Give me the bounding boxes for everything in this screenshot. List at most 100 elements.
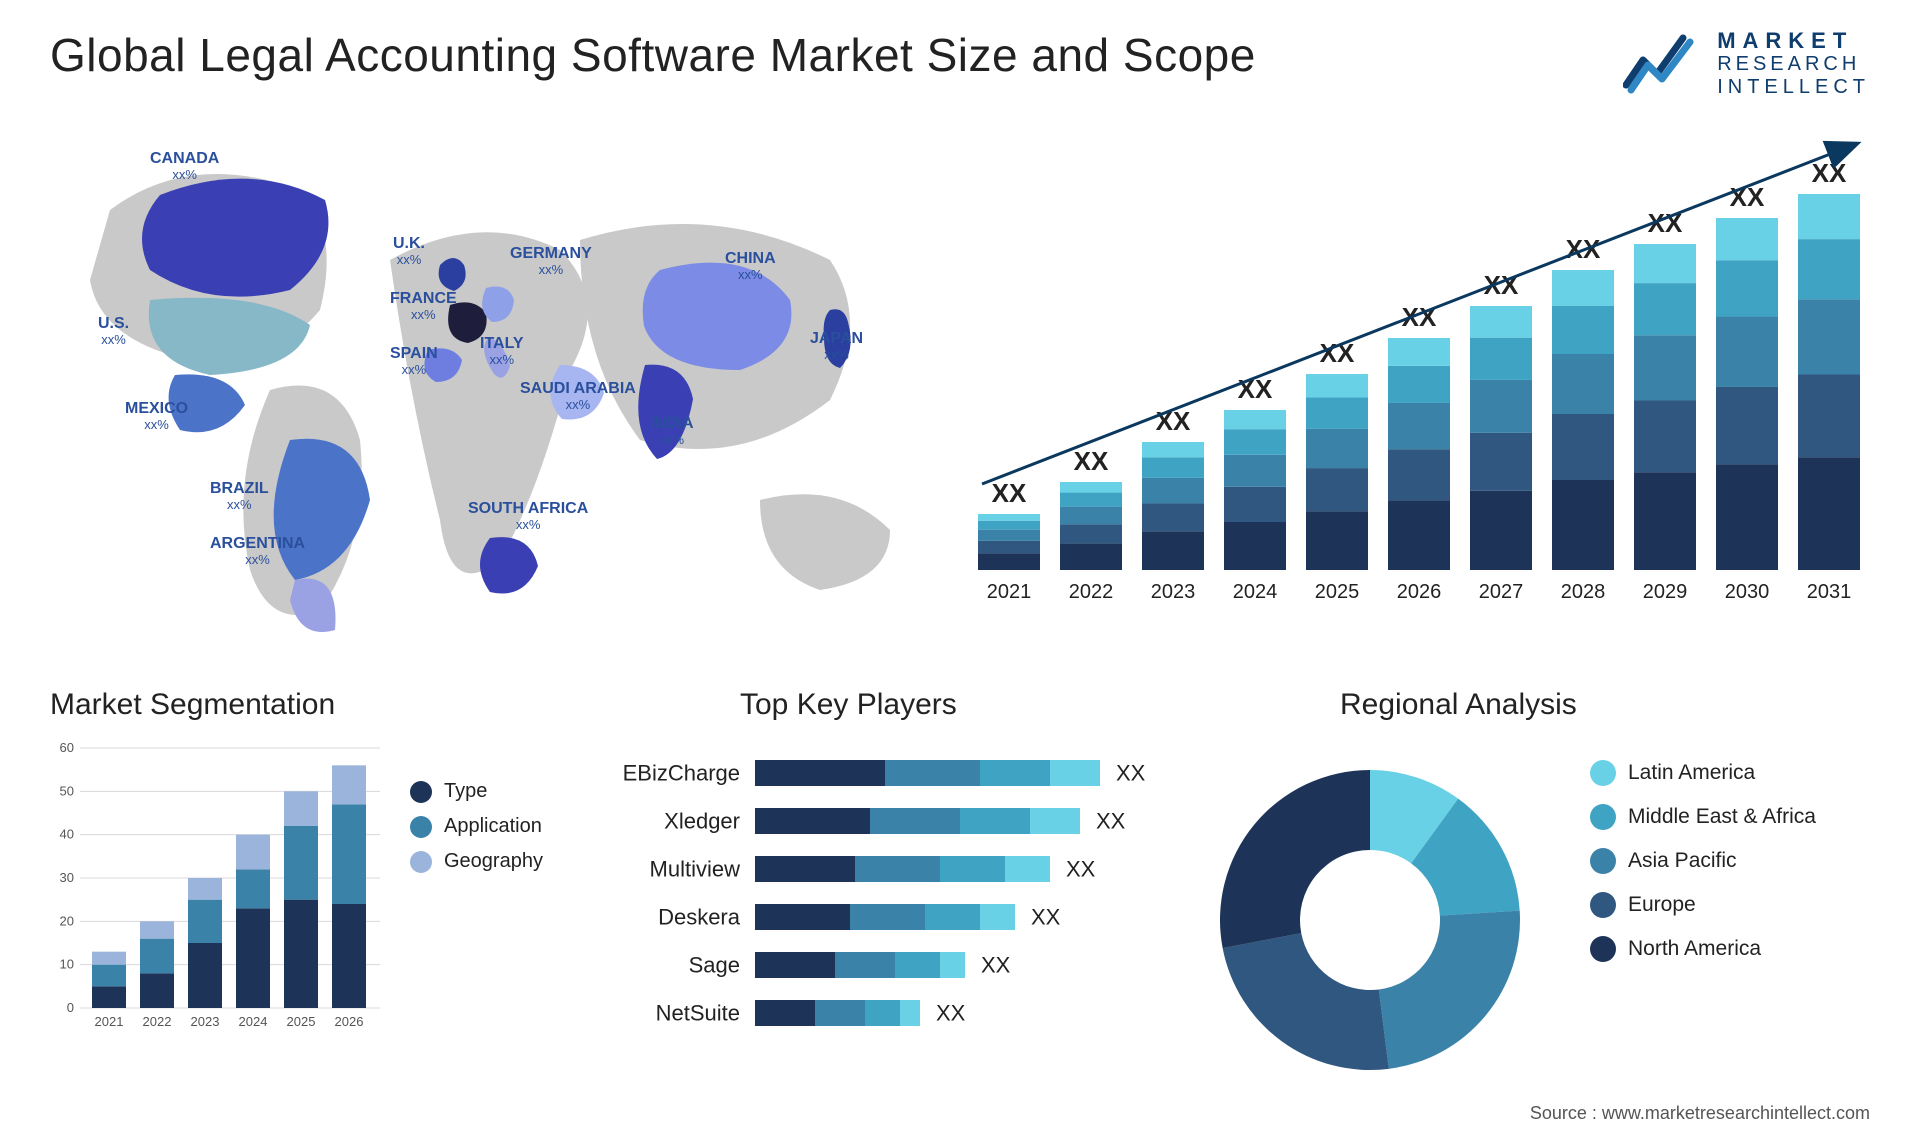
forecast-bar [1798, 239, 1860, 299]
logo-text-1: MARKET [1717, 28, 1870, 53]
forecast-bar [1470, 380, 1532, 433]
forecast-bar [1470, 306, 1532, 338]
forecast-year-label: 2027 [1479, 581, 1524, 603]
forecast-year-label: 2022 [1069, 581, 1114, 603]
forecast-bar [1470, 338, 1532, 380]
segmentation-chart: 0102030405060202120222023202420252026 Ty… [50, 740, 550, 1070]
regional-legend: Latin AmericaMiddle East & AfricaAsia Pa… [1590, 760, 1816, 980]
forecast-bar [1470, 433, 1532, 491]
player-name: Deskera [658, 904, 741, 929]
forecast-bar [1552, 306, 1614, 354]
forecast-bar-label: XX [1402, 302, 1437, 332]
forecast-bar [1634, 244, 1696, 283]
player-bar-segment [865, 1000, 900, 1026]
player-bar-segment [755, 1000, 815, 1026]
player-bar-segment [895, 952, 940, 978]
forecast-bar [1142, 532, 1204, 570]
player-bar-segment [755, 856, 855, 882]
header: Global Legal Accounting Software Market … [50, 28, 1870, 99]
forecast-bar-label: XX [992, 478, 1027, 508]
forecast-bar-label: XX [1074, 446, 1109, 476]
regional-title: Regional Analysis [1340, 688, 1577, 722]
players-chart: EBizChargeXXXledgerXXMultiviewXXDeskeraX… [590, 740, 1150, 1070]
forecast-bar [1716, 260, 1778, 316]
segmentation-year-label: 2024 [239, 1014, 268, 1029]
svg-text:0: 0 [67, 1000, 74, 1015]
segmentation-legend-item: Geography [410, 850, 543, 873]
players-chart-svg: EBizChargeXXXledgerXXMultiviewXXDeskeraX… [590, 740, 1150, 1050]
forecast-year-label: 2028 [1561, 581, 1606, 603]
regional-slice [1379, 911, 1520, 1069]
segmentation-bar [188, 900, 222, 943]
player-name: Sage [689, 952, 740, 977]
segmentation-bar [332, 804, 366, 904]
segmentation-bar [236, 908, 270, 1008]
player-bar-segment [980, 760, 1050, 786]
player-value: XX [1096, 808, 1126, 833]
segmentation-bar [332, 904, 366, 1008]
forecast-bar [1306, 429, 1368, 468]
segmentation-chart-svg: 0102030405060202120222023202420252026 [50, 740, 390, 1040]
forecast-bar [978, 541, 1040, 553]
forecast-bar [1388, 500, 1450, 570]
player-bar-segment [1030, 808, 1080, 834]
forecast-bar [1224, 410, 1286, 429]
forecast-bar [1142, 503, 1204, 531]
forecast-bar [1552, 480, 1614, 570]
forecast-bar [978, 514, 1040, 521]
player-bar-segment [755, 760, 885, 786]
regional-legend-item: Asia Pacific [1590, 848, 1816, 874]
logo: MARKET RESEARCH INTELLECT [1623, 28, 1870, 99]
forecast-bar [1224, 487, 1286, 522]
player-value: XX [1116, 760, 1146, 785]
svg-text:60: 60 [60, 740, 74, 755]
player-bar-segment [960, 808, 1030, 834]
regional-slice [1223, 933, 1389, 1070]
world-map: CANADAxx%U.S.xx%MEXICOxx%BRAZILxx%ARGENT… [40, 140, 920, 640]
forecast-bar [1716, 218, 1778, 260]
svg-text:40: 40 [60, 827, 74, 842]
segmentation-bar [188, 878, 222, 900]
player-value: XX [981, 952, 1011, 977]
logo-text-2: RESEARCH [1717, 53, 1870, 76]
forecast-bar [1224, 455, 1286, 487]
forecast-bar [1388, 403, 1450, 449]
segmentation-bar [188, 943, 222, 1008]
forecast-year-label: 2024 [1233, 581, 1278, 603]
segmentation-legend-item: Type [410, 780, 543, 803]
svg-text:20: 20 [60, 913, 74, 928]
forecast-year-label: 2023 [1151, 581, 1196, 603]
segmentation-bar [140, 973, 174, 1008]
segmentation-bar [92, 965, 126, 987]
segmentation-bar [236, 869, 270, 908]
forecast-bar [1798, 374, 1860, 457]
country-canada [142, 179, 328, 297]
player-bar-segment [980, 904, 1015, 930]
forecast-bar [1306, 511, 1368, 570]
svg-text:10: 10 [60, 957, 74, 972]
forecast-bar [1060, 493, 1122, 507]
forecast-bar [1798, 299, 1860, 374]
forecast-bar [1060, 482, 1122, 493]
forecast-bar [1224, 429, 1286, 455]
regional-legend-item: North America [1590, 936, 1816, 962]
forecast-bar [978, 553, 1040, 570]
svg-text:30: 30 [60, 870, 74, 885]
regional-chart: Latin AmericaMiddle East & AfricaAsia Pa… [1180, 740, 1880, 1070]
forecast-year-label: 2021 [987, 581, 1032, 603]
segmentation-bar [140, 921, 174, 938]
segmentation-bar [332, 765, 366, 804]
forecast-year-label: 2031 [1807, 581, 1852, 603]
player-bar-segment [850, 904, 925, 930]
player-bar-segment [1005, 856, 1050, 882]
player-value: XX [1066, 856, 1096, 881]
segmentation-year-label: 2025 [287, 1014, 316, 1029]
forecast-bar [1142, 442, 1204, 457]
forecast-bar-label: XX [1484, 270, 1519, 300]
forecast-bar [1552, 414, 1614, 480]
player-name: Multiview [650, 856, 741, 881]
country-mexico [169, 374, 245, 432]
forecast-bar [978, 530, 1040, 541]
svg-text:50: 50 [60, 783, 74, 798]
segmentation-bar [284, 791, 318, 826]
